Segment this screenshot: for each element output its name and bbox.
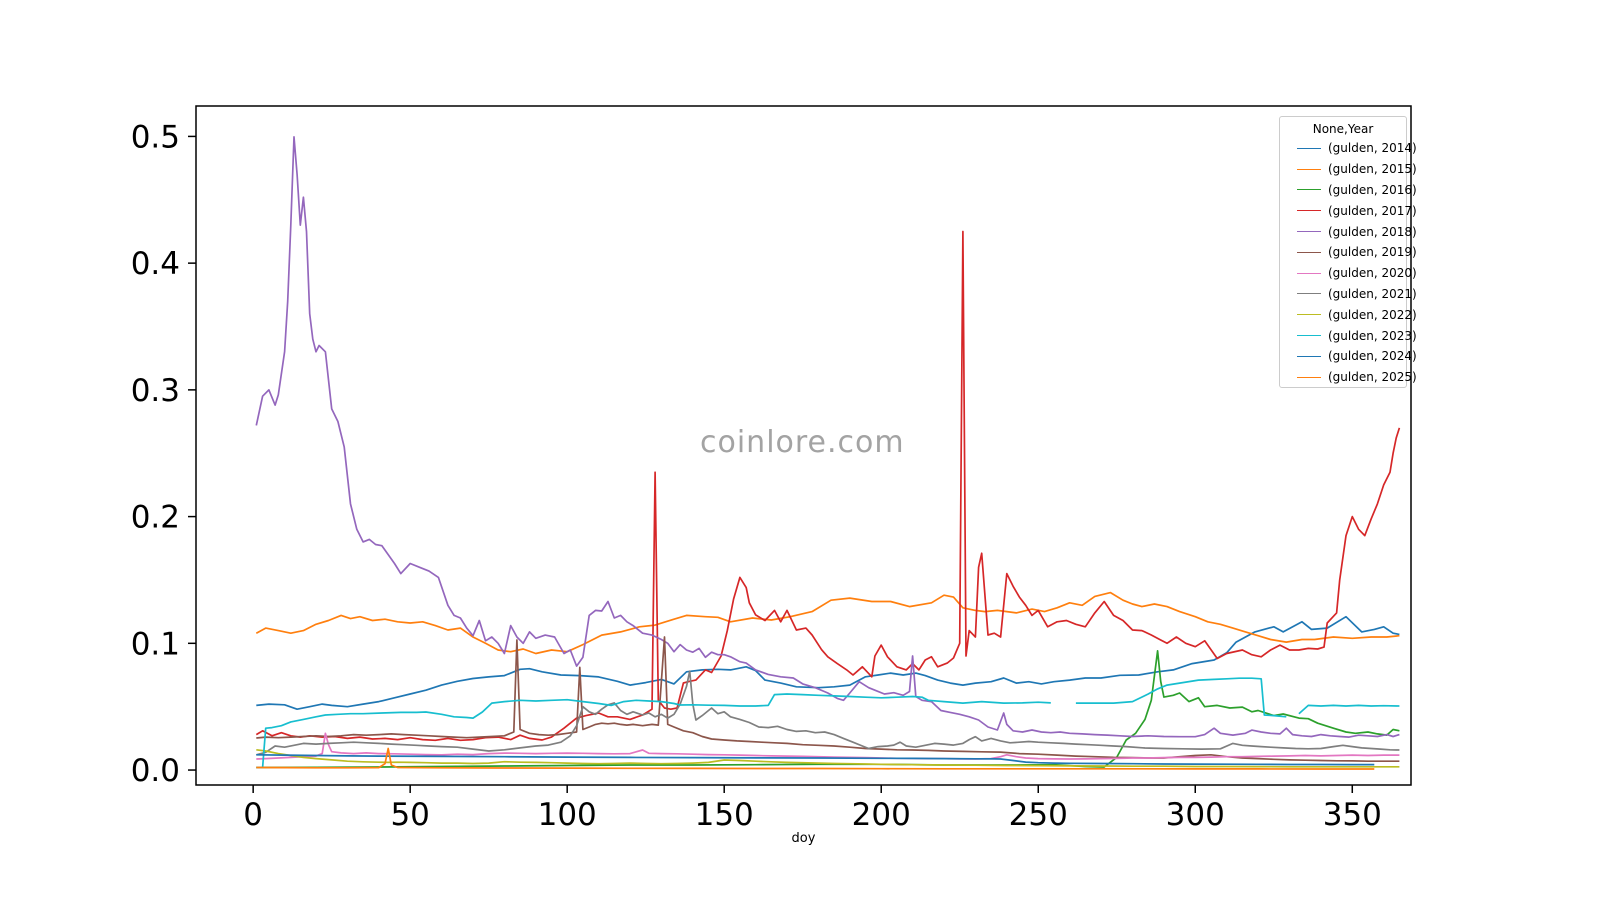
y-tick-label: 0.2 (131, 500, 180, 536)
legend-label: (gulden, 2022) (1328, 307, 1417, 322)
y-tick-label: 0.1 (131, 626, 180, 662)
y-tick-label: 0.4 (131, 246, 180, 282)
legend-item-2023: (gulden, 2023) (1280, 325, 1417, 346)
legend-label: (gulden, 2023) (1328, 328, 1417, 343)
legend-item-2016: (gulden, 2016) (1280, 180, 1417, 201)
legend-swatch-2025 (1297, 376, 1321, 378)
legend-swatch-2018 (1297, 231, 1321, 233)
series-line-2018 (255, 136, 1400, 738)
legend-item-2019: (gulden, 2019) (1280, 242, 1417, 263)
legend-label: (gulden, 2018) (1328, 224, 1417, 239)
legend-swatch-2016 (1297, 189, 1321, 191)
series-line-2016 (256, 650, 1400, 769)
series-line-2023 (1075, 677, 1287, 718)
legend-label: (gulden, 2024) (1328, 349, 1417, 364)
legend: None,Year (gulden, 2014) (gulden, 2015) (g… (1279, 116, 1417, 388)
legend-swatch-2019 (1297, 251, 1321, 253)
legend-swatch-2023 (1297, 335, 1321, 337)
x-tick-label: 350 (1323, 797, 1382, 833)
x-tick-label: 250 (1009, 797, 1068, 833)
plot-frame (195, 105, 1412, 786)
x-tick-label: 200 (852, 797, 911, 833)
y-tick-label: 0.0 (131, 753, 180, 789)
series-line-2023 (256, 693, 1051, 769)
legend-item-2021: (gulden, 2021) (1280, 284, 1417, 305)
legend-swatch-2017 (1297, 210, 1321, 212)
legend-item-2025: (gulden, 2025) (1280, 367, 1417, 388)
legend-item-2017: (gulden, 2017) (1280, 200, 1417, 221)
legend-label: (gulden, 2025) (1328, 370, 1417, 385)
legend-entries: (gulden, 2014) (gulden, 2015) (gulden, 201… (1280, 138, 1417, 388)
series-line-2024 (256, 753, 1375, 766)
legend-swatch-2020 (1297, 272, 1321, 274)
legend-label: (gulden, 2021) (1328, 286, 1417, 301)
series-line-2025 (256, 747, 1375, 770)
legend-label: (gulden, 2020) (1328, 266, 1417, 281)
legend-item-2024: (gulden, 2024) (1280, 346, 1417, 367)
series-line-2017 (255, 230, 1401, 742)
x-axis-label: doy (791, 831, 816, 846)
legend-swatch-2024 (1297, 355, 1321, 357)
legend-item-2022: (gulden, 2022) (1280, 304, 1417, 325)
series-line-2021 (256, 670, 1400, 756)
legend-item-2018: (gulden, 2018) (1280, 221, 1417, 242)
series-line-2015 (255, 591, 1400, 655)
legend-label: (gulden, 2015) (1328, 162, 1417, 177)
x-tick-label: 300 (1166, 797, 1225, 833)
legend-item-2020: (gulden, 2020) (1280, 263, 1417, 284)
legend-swatch-2014 (1297, 147, 1321, 149)
legend-swatch-2021 (1297, 293, 1321, 295)
x-tick-label: 100 (538, 797, 597, 833)
legend-item-2015: (gulden, 2015) (1280, 159, 1417, 180)
legend-swatch-2022 (1297, 314, 1321, 316)
y-tick-label: 0.3 (131, 373, 180, 409)
legend-item-2014: (gulden, 2014) (1280, 138, 1417, 159)
y-tick-label: 0.5 (131, 119, 180, 155)
legend-title: None,Year (1312, 122, 1374, 136)
x-tick-label: 0 (243, 797, 263, 833)
legend-label: (gulden, 2019) (1328, 245, 1417, 260)
series-line-2023 (1298, 704, 1400, 715)
legend-label: (gulden, 2014) (1328, 141, 1417, 156)
legend-swatch-2015 (1297, 168, 1321, 170)
x-tick-label: 150 (695, 797, 754, 833)
legend-label: (gulden, 2016) (1328, 182, 1417, 197)
legend-label: (gulden, 2017) (1328, 203, 1417, 218)
watermark: coinlore.com (700, 425, 905, 460)
series-line-2022 (256, 748, 1400, 768)
x-tick-label: 50 (390, 797, 429, 833)
